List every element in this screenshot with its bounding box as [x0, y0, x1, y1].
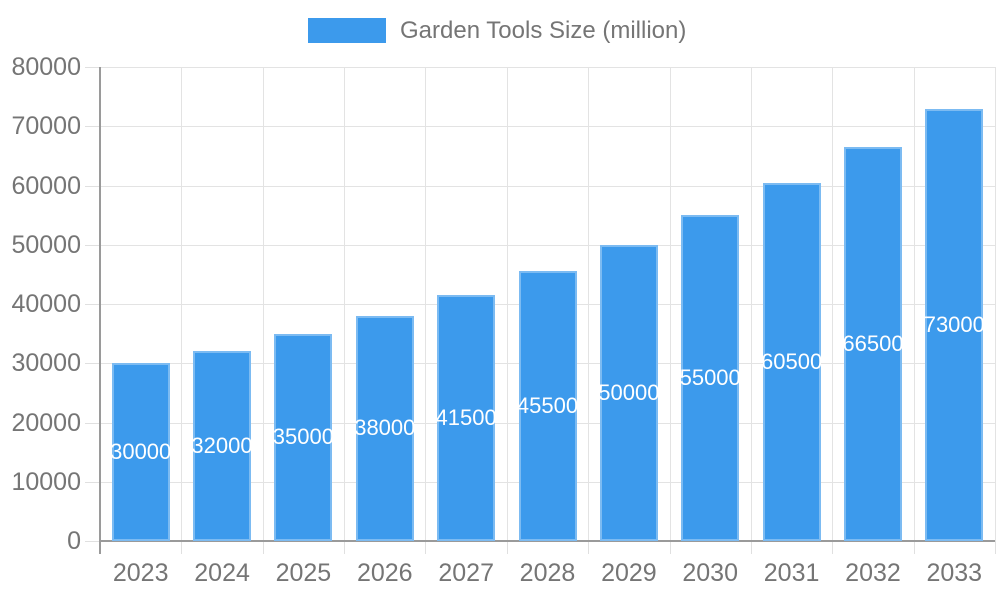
legend-label: Garden Tools Size (million) [400, 16, 687, 44]
y-tick-mark [85, 186, 100, 187]
y-axis-tick-label: 0 [67, 527, 81, 555]
x-gridline [588, 67, 589, 541]
bar: 55000 [681, 215, 740, 541]
bar-value-label: 38000 [355, 415, 414, 441]
bar-value-label: 55000 [681, 365, 740, 391]
y-tick-mark [85, 245, 100, 246]
x-axis-tick-label: 2030 [682, 559, 738, 587]
x-axis-tick-label: 2033 [926, 559, 983, 587]
y-tick-mark [85, 67, 100, 68]
y-tick-mark [85, 541, 100, 542]
bar: 73000 [925, 108, 984, 541]
bar-value-label: 45500 [518, 393, 577, 419]
x-axis-tick-label: 2032 [845, 559, 901, 587]
x-gridline [670, 67, 671, 541]
x-tick-mark [670, 541, 671, 554]
y-tick-mark [85, 363, 100, 364]
x-gridline [263, 67, 264, 541]
bar: 66500 [844, 147, 902, 541]
legend-swatch [308, 18, 386, 43]
x-axis-tick-label: 2026 [356, 559, 413, 587]
y-gridline [100, 67, 995, 68]
x-gridline [507, 67, 508, 541]
y-tick-mark [85, 423, 100, 424]
x-axis-tick-label: 2031 [763, 559, 820, 587]
y-axis-tick-label: 10000 [11, 468, 81, 496]
y-gridline [100, 186, 995, 187]
bar: 32000 [193, 351, 251, 541]
x-tick-mark [507, 541, 508, 554]
x-gridline [344, 67, 345, 541]
bar-value-label: 41500 [437, 405, 496, 431]
x-gridline [832, 67, 833, 541]
x-tick-mark [181, 541, 182, 554]
bar: 50000 [599, 244, 658, 542]
x-axis-line [100, 540, 995, 542]
x-gridline [914, 67, 915, 541]
bar: 35000 [274, 333, 333, 541]
x-axis-tick-label: 2029 [601, 559, 657, 587]
x-tick-mark [914, 541, 915, 554]
y-axis-tick-label: 80000 [11, 53, 81, 81]
bar-value-label: 35000 [274, 424, 333, 450]
bar-value-label: 66500 [844, 331, 902, 356]
x-gridline [425, 67, 426, 541]
x-tick-mark [832, 541, 833, 554]
y-axis-tick-label: 20000 [11, 409, 81, 437]
legend: Garden Tools Size (million) [308, 16, 687, 44]
x-tick-mark [751, 541, 752, 554]
bar: 45500 [518, 271, 577, 541]
x-gridline [181, 67, 182, 541]
y-tick-mark [85, 482, 100, 483]
y-axis-line [99, 67, 101, 554]
x-tick-mark [995, 541, 996, 554]
bar: 41500 [437, 295, 496, 541]
bar-value-label: 50000 [599, 379, 658, 405]
bar-value-label: 73000 [925, 311, 984, 337]
x-axis-tick-label: 2025 [275, 559, 332, 587]
x-axis-tick-label: 2024 [194, 559, 250, 587]
y-axis-tick-label: 30000 [11, 349, 81, 377]
x-tick-mark [344, 541, 345, 554]
x-gridline [995, 67, 996, 541]
y-axis-tick-label: 40000 [11, 290, 81, 318]
x-axis-tick-label: 2027 [438, 559, 494, 587]
y-axis-tick-label: 50000 [11, 231, 81, 259]
y-gridline [100, 126, 995, 127]
x-axis-tick-label: 2028 [519, 559, 576, 587]
x-tick-mark [588, 541, 589, 554]
y-axis-tick-label: 70000 [11, 112, 81, 140]
bar-value-label: 30000 [111, 439, 170, 465]
bar: 30000 [111, 363, 170, 542]
y-tick-mark [85, 126, 100, 127]
bar: 60500 [762, 182, 821, 541]
y-tick-mark [85, 304, 100, 305]
x-tick-mark [425, 541, 426, 554]
x-tick-mark [263, 541, 264, 554]
y-axis-tick-label: 60000 [11, 172, 81, 200]
bar: 38000 [355, 315, 414, 541]
y-gridline [100, 245, 995, 246]
x-gridline [751, 67, 752, 541]
x-axis-tick-label: 2023 [112, 559, 169, 587]
bar-value-label: 32000 [193, 433, 251, 459]
bar-value-label: 60500 [762, 348, 821, 374]
